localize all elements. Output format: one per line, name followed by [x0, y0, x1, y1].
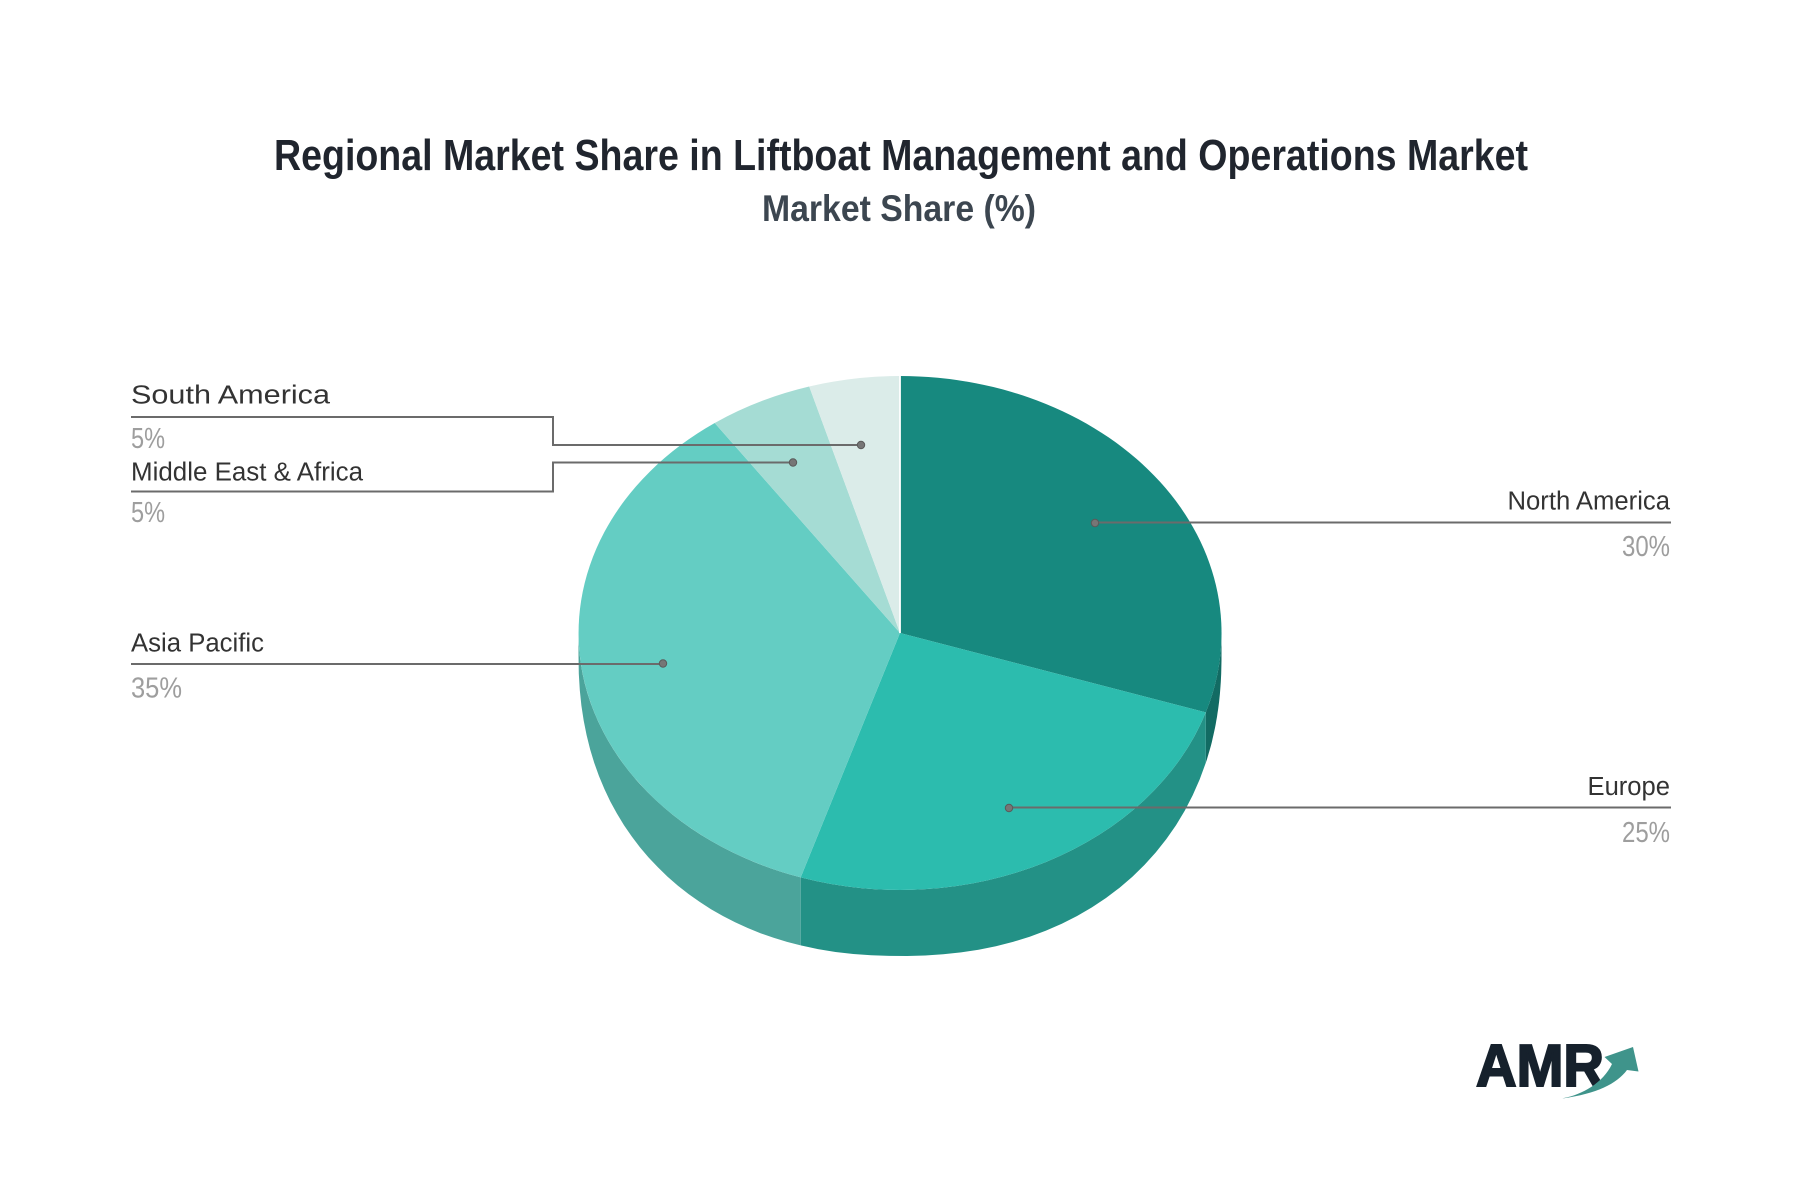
svg-text:5%: 5% — [131, 423, 165, 455]
svg-text:Market Share (%): Market Share (%) — [762, 188, 1036, 229]
svg-text:North America: North America — [1508, 488, 1671, 516]
svg-text:30%: 30% — [1622, 531, 1670, 563]
svg-text:South America: South America — [131, 382, 331, 410]
svg-text:AMR: AMR — [1476, 1033, 1604, 1099]
svg-text:Asia Pacific: Asia Pacific — [131, 630, 264, 658]
svg-text:Regional Market Share in Liftb: Regional Market Share in Liftboat Manage… — [274, 131, 1528, 180]
svg-text:35%: 35% — [131, 673, 182, 705]
svg-text:25%: 25% — [1622, 817, 1670, 849]
svg-text:Middle East & Africa: Middle East & Africa — [131, 459, 364, 487]
svg-text:Europe: Europe — [1588, 773, 1671, 801]
svg-text:5%: 5% — [131, 497, 165, 529]
